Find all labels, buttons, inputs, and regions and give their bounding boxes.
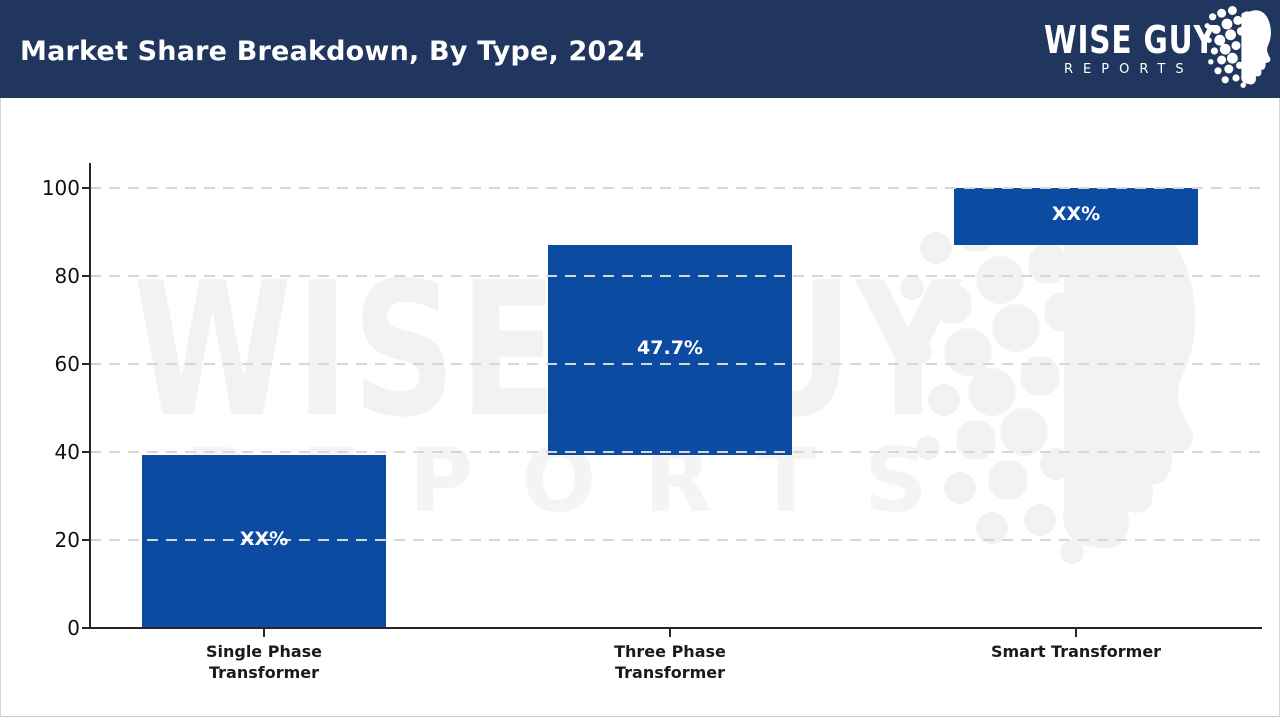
- gridline-20: [90, 538, 1262, 541]
- page-border-left: [0, 98, 1, 717]
- bar-segment-1: [142, 455, 386, 628]
- bar-value-label-3: XX%: [1051, 203, 1101, 226]
- bar-segment-3: [954, 187, 1198, 246]
- gridline-100: [90, 186, 1262, 189]
- gridline-60: [90, 362, 1262, 365]
- x-tick-mark-2: [669, 628, 671, 637]
- dotted-face-profile-icon: [1204, 6, 1271, 88]
- x-category-label-3: Smart Transformer: [990, 642, 1162, 661]
- watermark-wordmark: WISE GUY: [133, 242, 961, 458]
- x-axis-line: [89, 626, 1262, 629]
- page-border-bottom: [0, 716, 1280, 717]
- bar-value-label-2: 47.7%: [637, 337, 703, 360]
- bar-value-label-1: XX%: [239, 528, 289, 551]
- y-tick-mark-60: [82, 362, 90, 365]
- logo-subtitle: REPORTS: [1064, 62, 1194, 77]
- logo-wordmark: WISE GUY: [1044, 18, 1216, 62]
- wise-guy-reports-logo: WISE GUY REPORTS: [1038, 4, 1274, 96]
- gridline-40: [90, 450, 1262, 453]
- y-tick-label-80: 80: [54, 263, 80, 288]
- y-tick-mark-40: [82, 450, 90, 453]
- y-tick-label-40: 40: [54, 439, 80, 464]
- x-category-label-1: Single Phase Transformer: [205, 642, 323, 682]
- page-title: Market Share Breakdown, By Type, 2024: [20, 36, 645, 67]
- y-tick-label-0: 0: [67, 615, 80, 640]
- y-axis-line: [89, 163, 91, 629]
- bar-segment-2: [548, 245, 792, 455]
- y-tick-mark-100: [82, 186, 90, 189]
- y-tick-label-20: 20: [54, 527, 80, 552]
- y-tick-mark-0: [82, 626, 90, 629]
- header-bar: Market Share Breakdown, By Type, 2024 WI…: [0, 0, 1280, 98]
- gridline-80: [90, 274, 1262, 277]
- y-tick-mark-20: [82, 538, 90, 541]
- y-tick-label-60: 60: [54, 351, 80, 376]
- x-tick-mark-1: [263, 628, 265, 637]
- y-tick-label-100: 100: [41, 175, 80, 200]
- x-tick-mark-3: [1075, 628, 1077, 637]
- x-category-label-2: Three Phase Transformer: [614, 642, 726, 682]
- y-tick-mark-80: [82, 274, 90, 277]
